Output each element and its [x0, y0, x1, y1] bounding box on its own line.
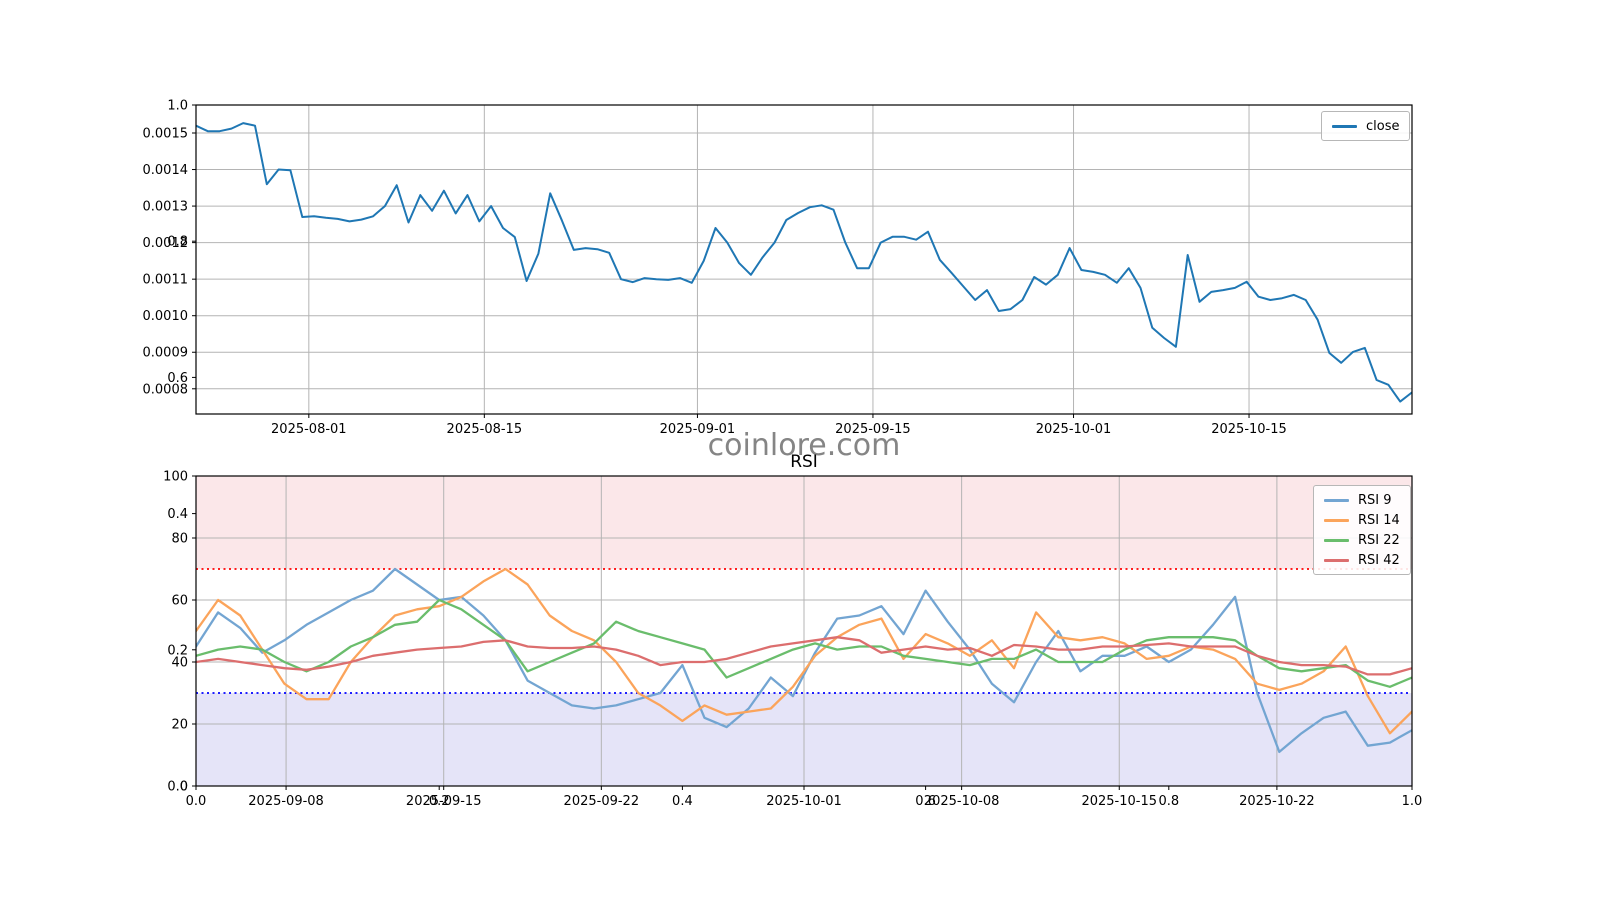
price-y-tick-label: 0.0008: [143, 382, 189, 397]
overlay-y-tick-label: 0.6: [167, 371, 188, 386]
rsi9-line-swatch: [1324, 498, 1349, 502]
price-y-tick-label: 0.0013: [143, 200, 189, 215]
price-x-tick-label: 2025-08-15: [447, 422, 523, 437]
legend-item-rsi22: RSI 22: [1324, 530, 1400, 550]
rsi-x-tick-label: 2025-10-08: [924, 794, 1000, 809]
legend-item-rsi9: RSI 9: [1324, 490, 1400, 510]
rsi-x-tick-label: 2025-10-22: [1239, 794, 1315, 809]
overlay-x-tick-label: 0.2: [429, 794, 450, 809]
legend-item-close: close: [1332, 116, 1399, 136]
price-y-tick-label: 0.0011: [143, 273, 189, 288]
rsi-y-tick-label: 40: [171, 656, 188, 671]
price-legend: close: [1321, 111, 1411, 141]
rsi-y-tick-label: 100: [163, 470, 188, 485]
legend-item-rsi42: RSI 42: [1324, 550, 1400, 570]
price-x-tick-label: 2025-09-15: [835, 422, 911, 437]
overlay-axis: 1.0 0.8 0.6 0.4 0.2 0.00.0 0.2 0.4 0.6 0.8 1.0: [167, 99, 1422, 810]
rsi-plot-area: 0 20 40 60 80 100 2025-09-08 2025-09-15 2025-09-…: [163, 470, 1413, 809]
rsi-22-line: [196, 598, 1412, 688]
overlay-y-tick-label: 1.0: [167, 99, 188, 114]
rsi-chart-title: RSI: [790, 452, 818, 472]
close-line: [196, 122, 1412, 403]
rsi14-line-swatch: [1324, 518, 1349, 522]
overlay-y-tick-label: 0.0: [167, 780, 188, 795]
overlay-y-tick-label: 0.2: [167, 643, 188, 658]
price-x-tick-label: 2025-09-01: [660, 422, 736, 437]
rsi22-line-swatch: [1324, 538, 1349, 542]
price-y-tick-label: 0.0014: [143, 163, 189, 178]
overlay-x-tick-label: 0.4: [672, 794, 693, 809]
price-x-tick-label: 2025-10-15: [1211, 422, 1287, 437]
rsi-42-line: [196, 636, 1412, 676]
rsi-y-tick-label: 80: [171, 532, 188, 547]
price-y-tick-label: 0.0010: [143, 309, 189, 324]
price-y-tick-label: 0.0009: [143, 346, 189, 361]
close-line-swatch: [1332, 124, 1357, 128]
rsi-9-line: [196, 567, 1412, 754]
legend-item-rsi14: RSI 14: [1324, 510, 1400, 530]
rsi14-legend-label: RSI 14: [1358, 512, 1400, 528]
rsi-x-tick-label: 2025-10-15: [1081, 794, 1157, 809]
watermark: coinlore.com: [707, 428, 901, 463]
rsi-14-line: [196, 567, 1412, 735]
rsi-y-tick-label: 60: [171, 594, 188, 609]
overlay-x-tick-label: 0.8: [1158, 794, 1179, 809]
rsi-x-tick-label: 2025-09-15: [406, 794, 482, 809]
price-axes-frame: [195, 104, 1413, 415]
rsi-x-tick-label: 2025-10-01: [766, 794, 842, 809]
rsi-x-tick-label: 2025-09-22: [564, 794, 640, 809]
overlay-y-tick-label: 0.8: [167, 235, 188, 250]
overlay-x-tick-label: 0.6: [915, 794, 936, 809]
overlay-y-tick-label: 0.4: [167, 507, 188, 522]
rsi22-legend-label: RSI 22: [1358, 532, 1400, 548]
overlay-x-tick-label: 1.0: [1402, 794, 1423, 809]
overlay-x-tick-label: 0.0: [186, 794, 207, 809]
price-y-tick-label: 0.0012: [143, 236, 189, 251]
price-y-tick-label: 0.0015: [143, 126, 189, 141]
price-plot-area: 0.0008 0.0009 0.0010 0.0011 0.0012 0.0013 0.00…: [143, 104, 1413, 437]
close-legend-label: close: [1366, 118, 1400, 134]
rsi42-line-swatch: [1324, 558, 1349, 562]
price-x-tick-label: 2025-10-01: [1036, 422, 1112, 437]
rsi-y-tick-label: 0: [180, 780, 188, 795]
price-x-tick-label: 2025-08-01: [271, 422, 347, 437]
rsi9-legend-label: RSI 9: [1358, 492, 1392, 508]
rsi-legend: RSI 9 RSI 14 RSI 22 RSI 42: [1313, 485, 1411, 575]
rsi42-legend-label: RSI 42: [1358, 552, 1400, 568]
rsi-x-tick-label: 2025-09-08: [248, 794, 324, 809]
rsi-y-tick-label: 20: [171, 718, 188, 733]
